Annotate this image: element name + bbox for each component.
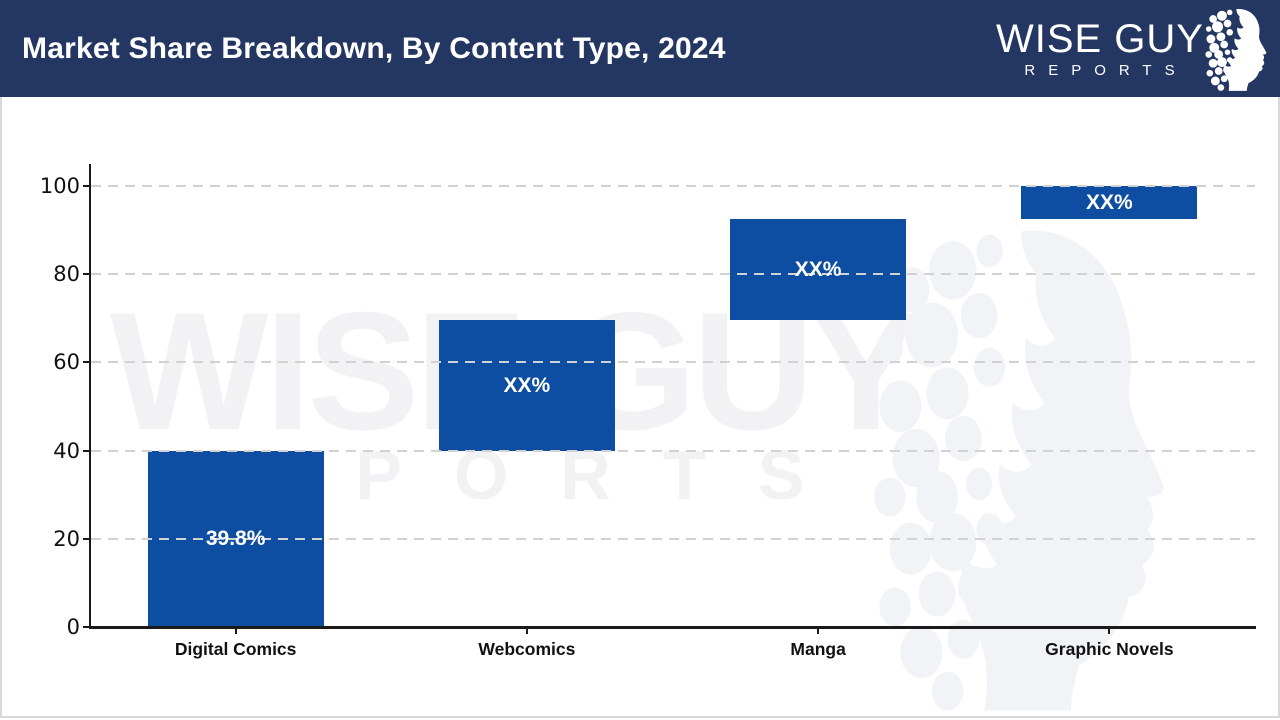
bar-webcomics — [438, 320, 615, 452]
y-tick-label: 100 — [39, 174, 80, 198]
y-axis-tick — [83, 185, 89, 187]
y-tick-label: 20 — [53, 526, 80, 551]
chart-area: WISE GUY REPORTS 39.8% Digital Comics XX% W… — [0, 97, 1280, 718]
bar-value-label: 39.8% — [205, 527, 266, 551]
wiseguy-head-icon — [1205, 8, 1267, 91]
brand-word: WISE GUY — [995, 16, 1204, 61]
gridline-20 — [91, 537, 1255, 540]
bar-value-label: XX% — [794, 257, 842, 281]
gridline-40 — [91, 449, 1255, 452]
bar-manga — [730, 219, 907, 321]
y-axis-tick — [83, 449, 89, 452]
x-axis-tick — [525, 627, 528, 634]
brand-subtitle: REPORTS — [1024, 61, 1188, 79]
gridline-100 — [91, 185, 1255, 187]
y-axis-tick — [83, 361, 89, 364]
x-axis-line — [89, 626, 1256, 629]
x-tick-label: Graphic Novels — [1045, 639, 1174, 659]
x-tick-label: Manga — [790, 639, 846, 659]
y-axis-tick — [83, 273, 89, 276]
x-axis-tick — [234, 627, 237, 634]
y-axis-line — [89, 163, 91, 629]
y-axis-tick — [83, 537, 89, 540]
y-tick-label: 60 — [53, 350, 80, 375]
y-tick-label: 0 — [66, 615, 80, 639]
y-tick-label: 40 — [53, 438, 80, 463]
brand-logo: WISE GUY REPORTS — [996, 0, 1272, 97]
page-title: Market Share Breakdown, By Content Type,… — [22, 31, 726, 65]
bar-value-label: XX% — [1086, 190, 1133, 214]
y-axis-tick — [83, 626, 89, 628]
y-tick-label: 80 — [53, 262, 80, 287]
x-tick-label: Digital Comics — [174, 639, 297, 659]
x-axis-tick — [817, 627, 820, 634]
gridline-80 — [91, 273, 1255, 276]
header-bar: Market Share Breakdown, By Content Type,… — [0, 0, 1280, 97]
x-axis-tick — [1108, 627, 1111, 634]
bar-graphic-novels — [1021, 186, 1198, 220]
brand-wordmark: WISE GUY REPORTS — [996, 19, 1204, 79]
gridline-60 — [91, 361, 1255, 364]
x-tick-label: Webcomics — [478, 639, 576, 659]
bar-value-label: XX% — [503, 373, 551, 397]
